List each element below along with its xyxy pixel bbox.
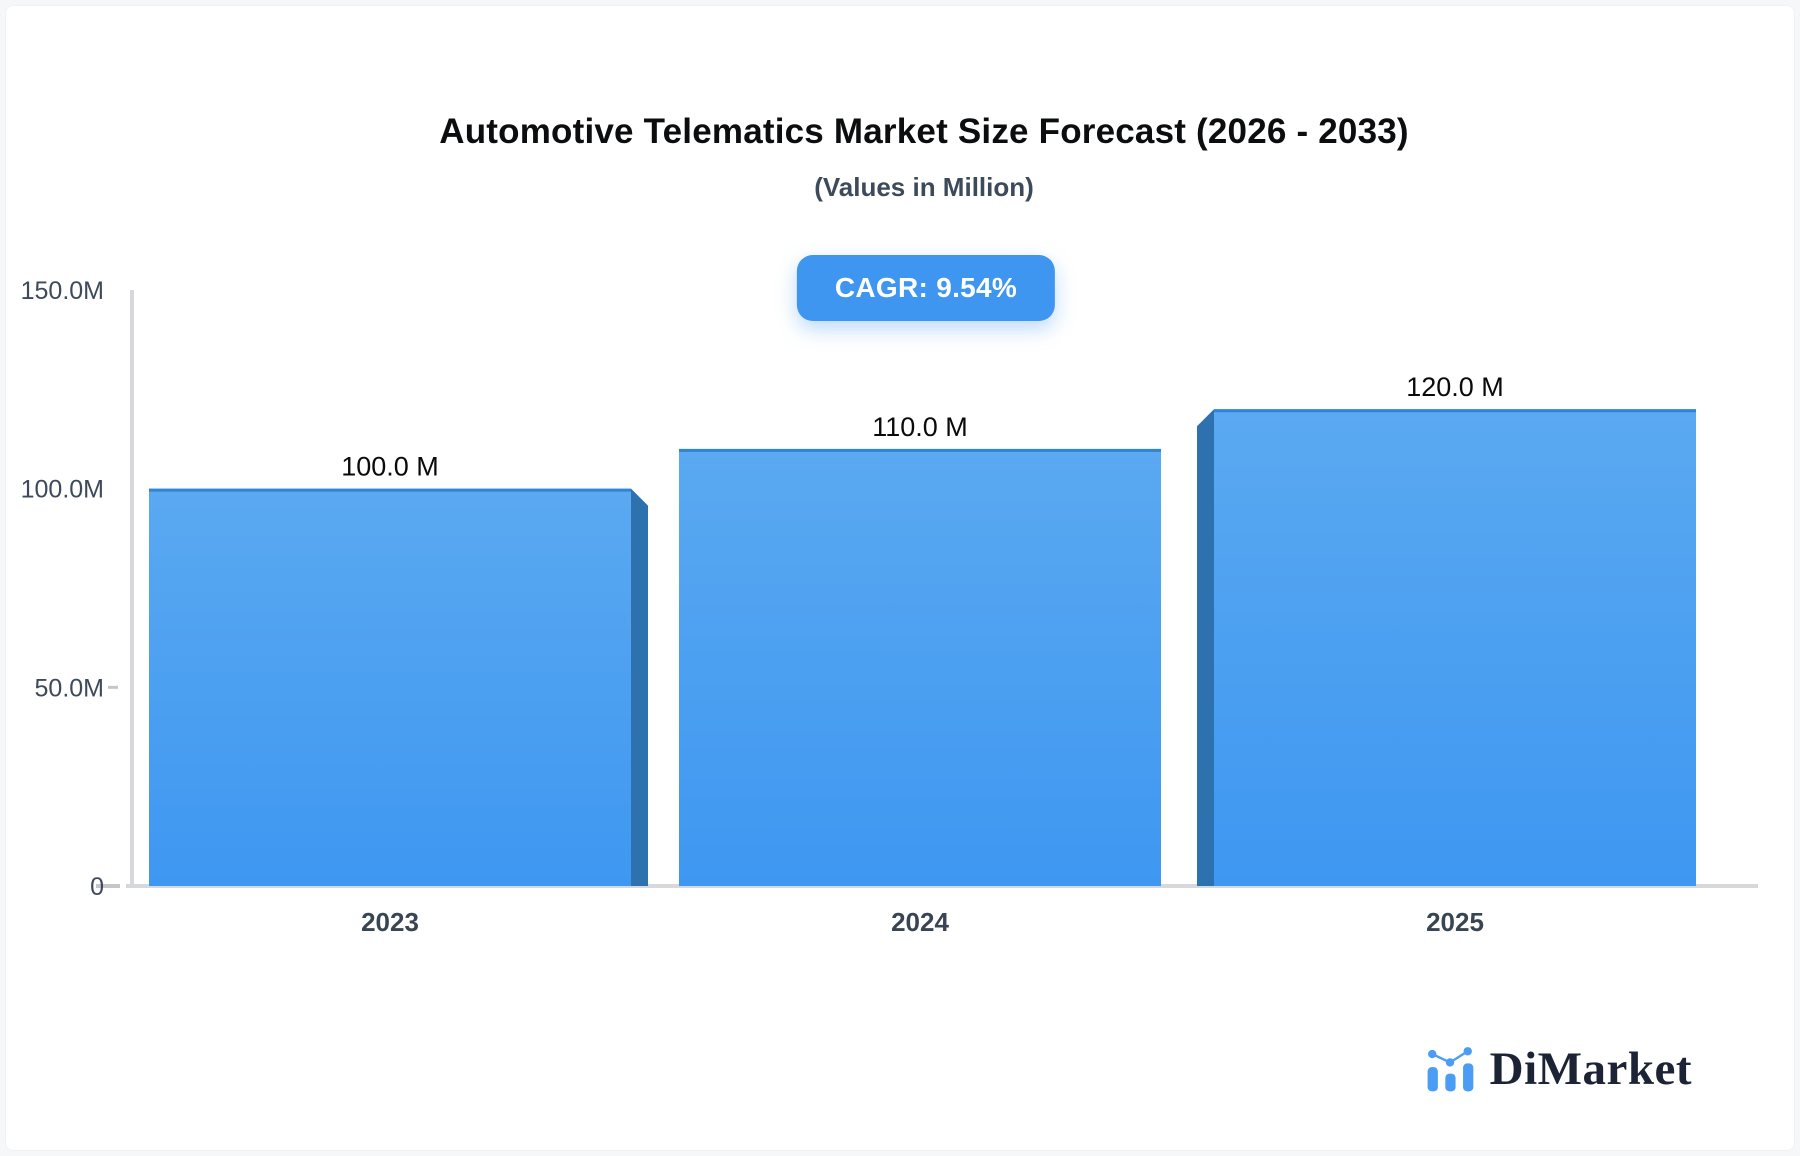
logo-bar-middle <box>1444 1073 1456 1092</box>
y-axis-tick-label: 150.0M <box>21 277 104 305</box>
brand-logo: DiMarket <box>1422 1042 1692 1096</box>
bar-2024 <box>679 448 1161 886</box>
logo-bar-right <box>1462 1063 1473 1092</box>
bar-2023 <box>149 488 631 886</box>
y-axis-tick-label: 100.0M <box>21 476 104 504</box>
y-axis-tick-label: 0 <box>90 873 104 901</box>
logo-dot-middle <box>1445 1058 1454 1067</box>
logo-dot-right <box>1463 1047 1472 1056</box>
chart-subtitle: (Values in Million) <box>814 172 1034 202</box>
bar-side-panel <box>1197 409 1214 886</box>
x-axis-label-2025: 2025 <box>1426 907 1484 937</box>
bar-value-label: 100.0 M <box>341 452 439 482</box>
bar-value-label: 110.0 M <box>872 412 968 442</box>
logo-bar-left <box>1427 1067 1438 1092</box>
bar-top-edge <box>679 448 1161 452</box>
dimarket-logo-icon <box>1427 1047 1473 1092</box>
bar-top-edge <box>1214 409 1696 413</box>
logo-dot-left <box>1427 1049 1437 1059</box>
bar-top-edge <box>149 488 631 492</box>
bar-2025 <box>1214 409 1696 886</box>
y-tick-mark <box>108 685 118 689</box>
bar-side-panel <box>631 488 648 886</box>
bar-value-label: 120.0 M <box>1406 372 1504 402</box>
plot-area: 150.0M 100.0M 50.0M 0 100.0 M 2023 110.0 M 2024… <box>21 277 1758 937</box>
brand-name: DiMarket <box>1489 1043 1692 1095</box>
x-axis-label-2023: 2023 <box>361 907 419 937</box>
y-tick-mark <box>96 884 120 888</box>
x-axis-label-2024: 2024 <box>891 907 949 937</box>
y-axis-tick-label: 50.0M <box>35 674 104 702</box>
y-axis-line <box>130 290 134 886</box>
cagr-badge: CAGR: 9.54% <box>796 255 1056 321</box>
chart-title: Automotive Telematics Market Size Foreca… <box>439 112 1409 151</box>
